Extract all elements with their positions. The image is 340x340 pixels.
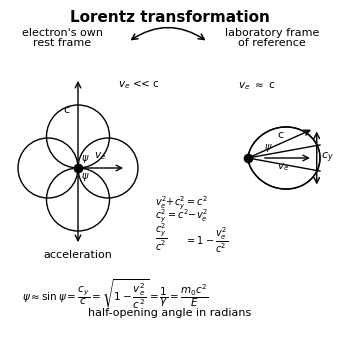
Text: $\dfrac{c_y^2}{c^2}$: $\dfrac{c_y^2}{c^2}$ [155,222,168,253]
Text: $v_e$: $v_e$ [277,161,290,173]
Text: $v_e$ $\approx$ c: $v_e$ $\approx$ c [238,80,275,92]
Text: c: c [64,105,70,115]
Text: $v_e^2$$+$$c_y^2$$=$$c^2$: $v_e^2$$+$$c_y^2$$=$$c^2$ [155,195,208,212]
Text: c: c [277,130,284,140]
Text: acceleration: acceleration [44,250,113,260]
Text: half-opening angle in radians: half-opening angle in radians [88,308,252,318]
Text: electron's own: electron's own [21,28,102,38]
Text: $v_e$ << c: $v_e$ << c [118,78,160,91]
Text: rest frame: rest frame [33,38,91,48]
Text: $\psi$: $\psi$ [81,153,89,165]
Text: of reference: of reference [238,38,306,48]
Text: $= 1 - \dfrac{v_e^2}{c^2}$: $= 1 - \dfrac{v_e^2}{c^2}$ [185,225,228,255]
Text: $c_y$: $c_y$ [321,151,334,165]
Text: laboratory frame: laboratory frame [225,28,319,38]
Text: $c_y^2$$=$$c^2$$-$$v_e^2$: $c_y^2$$=$$c^2$$-$$v_e^2$ [155,208,208,225]
Text: $\psi$: $\psi$ [264,142,273,154]
Text: $v_e$: $v_e$ [94,150,106,162]
Text: Lorentz transformation: Lorentz transformation [70,10,270,25]
Text: $\psi$: $\psi$ [81,171,89,183]
Text: $\psi$$\approx$$\sin\psi$$=$$\dfrac{c_y}{c}$$=\sqrt{1-\dfrac{v_e^2}{c^2}}$$=\dfr: $\psi$$\approx$$\sin\psi$$=$$\dfrac{c_y}… [22,278,208,311]
